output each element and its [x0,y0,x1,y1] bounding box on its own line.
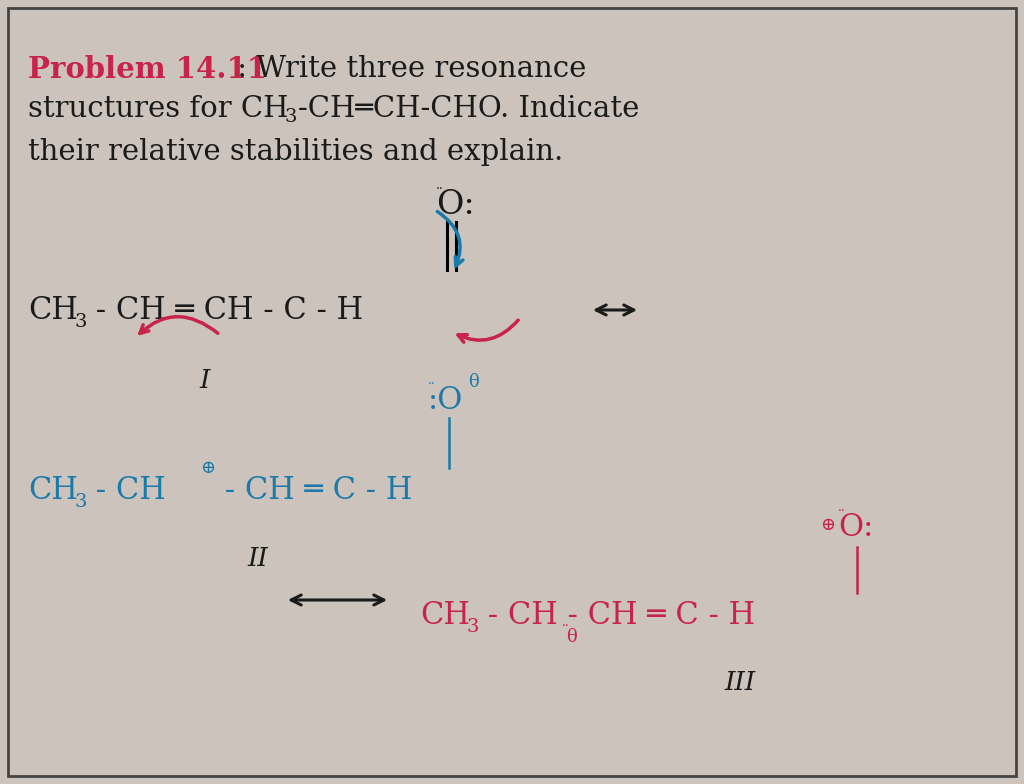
Text: ..: .. [562,616,569,630]
Text: ..: .. [838,500,846,514]
Text: - CH: - CH [86,474,166,506]
Text: 3: 3 [466,618,478,636]
Text: Problem 14.11: Problem 14.11 [28,55,267,84]
Text: O:: O: [838,511,873,543]
Text: θ: θ [566,628,577,646]
Text: ⊕: ⊕ [200,459,215,477]
Text: θ: θ [468,373,479,391]
Text: 3: 3 [74,493,86,511]
Text: -CH═CH-CHO. Indicate: -CH═CH-CHO. Indicate [298,95,639,123]
Text: - CH ═ C - H: - CH ═ C - H [215,474,413,506]
Text: structures for CH: structures for CH [28,95,289,123]
Text: CH: CH [28,295,78,325]
Text: their relative stabilities and explain.: their relative stabilities and explain. [28,138,563,166]
Text: CH: CH [28,474,78,506]
Text: 3: 3 [284,108,297,126]
Text: 3: 3 [74,313,86,331]
Text: O:: O: [436,189,475,221]
Text: : Write three resonance: : Write three resonance [228,55,587,83]
Text: ⊕: ⊕ [820,516,836,534]
Text: I: I [200,368,210,393]
Text: ..: .. [428,373,436,387]
Text: CH: CH [420,600,470,630]
Text: ..: .. [436,179,443,191]
Text: III: III [724,670,756,695]
Text: - CH - CH ═ C - H: - CH - CH ═ C - H [478,600,755,630]
Text: :O: :O [428,384,464,416]
Text: - CH ═ CH - C - H: - CH ═ CH - C - H [86,295,364,325]
Text: II: II [248,546,268,571]
